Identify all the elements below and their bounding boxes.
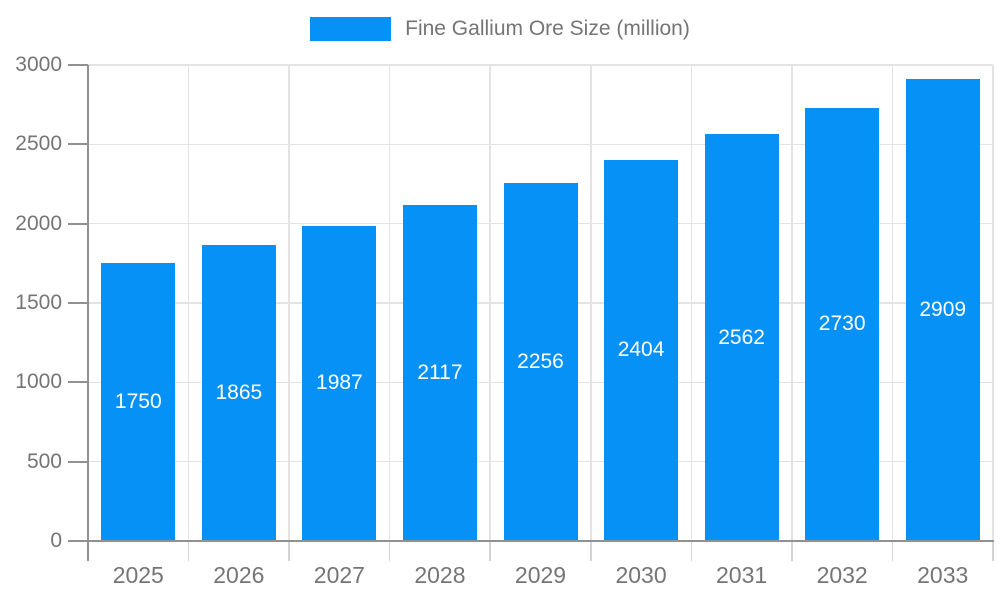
gridline-vertical bbox=[288, 65, 290, 541]
bar[interactable]: 1865 bbox=[201, 245, 276, 541]
legend-swatch-icon bbox=[310, 17, 392, 41]
bar-value-label: 2404 bbox=[617, 338, 665, 362]
x-axis-tick bbox=[489, 541, 491, 561]
gridline-horizontal bbox=[88, 143, 993, 146]
y-axis-tick bbox=[68, 64, 88, 66]
gridline-vertical bbox=[791, 65, 793, 541]
x-axis-category-label: 2029 bbox=[514, 562, 567, 588]
bar[interactable]: 1750 bbox=[101, 263, 176, 541]
x-axis-line bbox=[87, 540, 994, 542]
bar[interactable]: 2404 bbox=[604, 159, 679, 541]
x-axis-category-label: 2031 bbox=[716, 562, 768, 588]
y-axis-tick-label: 0 bbox=[50, 529, 62, 552]
bar[interactable]: 2909 bbox=[905, 79, 980, 541]
x-axis-category-label: 2033 bbox=[917, 562, 969, 588]
x-axis-category-label: 2030 bbox=[615, 562, 667, 588]
bar-value-label: 1750 bbox=[114, 390, 162, 414]
legend-label: Fine Gallium Ore Size (million) bbox=[405, 17, 690, 40]
plot-area: 1750 1865 1987 2117 2256 2404 2562 2730 2909 0 50… bbox=[15, 53, 994, 588]
x-axis-tick bbox=[791, 541, 793, 561]
x-axis-tick bbox=[388, 541, 391, 561]
bar-value-label: 2117 bbox=[417, 361, 463, 385]
bar[interactable]: 2562 bbox=[704, 134, 779, 541]
x-axis-category-label: 2026 bbox=[213, 562, 265, 588]
y-axis-tick-label: 3000 bbox=[15, 53, 62, 76]
bar[interactable]: 2256 bbox=[503, 183, 578, 541]
y-axis-line bbox=[87, 65, 89, 561]
x-axis-tick bbox=[187, 541, 190, 561]
gridline-vertical bbox=[992, 65, 994, 541]
gridline-vertical bbox=[590, 65, 592, 541]
bar[interactable]: 2117 bbox=[402, 205, 477, 541]
y-axis-tick bbox=[68, 460, 88, 463]
y-axis-tick-label: 1500 bbox=[15, 291, 62, 314]
y-axis-tick-label: 500 bbox=[26, 449, 62, 473]
x-axis-tick bbox=[891, 541, 894, 561]
bar[interactable]: 2730 bbox=[805, 107, 880, 541]
bar-value-label: 2730 bbox=[818, 312, 866, 336]
x-axis-category-label: 2032 bbox=[816, 562, 868, 588]
x-axis-tick bbox=[690, 541, 693, 561]
x-axis-category-label: 2025 bbox=[112, 562, 164, 588]
bar-value-label: 1865 bbox=[215, 381, 263, 405]
x-axis-category-label: 2027 bbox=[313, 562, 365, 588]
x-axis-tick bbox=[992, 541, 994, 561]
gridline-vertical bbox=[187, 65, 190, 541]
bar-value-label: 1987 bbox=[316, 371, 363, 395]
y-axis-tick bbox=[68, 540, 88, 542]
y-axis-tick bbox=[68, 143, 88, 146]
gridline-vertical bbox=[891, 65, 894, 541]
bar-value-label: 2256 bbox=[517, 350, 564, 374]
y-axis-tick-label: 2000 bbox=[15, 211, 62, 235]
gridline-vertical bbox=[388, 65, 391, 541]
bar-value-label: 2909 bbox=[919, 298, 967, 322]
x-axis-tick bbox=[590, 541, 592, 561]
gridline-vertical bbox=[690, 65, 693, 541]
gridline-vertical bbox=[489, 65, 491, 541]
bar[interactable]: 1987 bbox=[302, 225, 377, 541]
chart-legend[interactable]: Fine Gallium Ore Size (million) bbox=[0, 17, 1000, 41]
y-axis-tick bbox=[68, 381, 88, 384]
y-axis-tick-label: 1000 bbox=[15, 370, 62, 394]
bar-value-label: 2562 bbox=[718, 325, 765, 349]
y-axis-tick-label: 2500 bbox=[15, 132, 62, 156]
x-axis-category-label: 2028 bbox=[414, 562, 466, 588]
y-axis-tick bbox=[68, 222, 88, 225]
y-axis-tick bbox=[68, 302, 88, 304]
x-axis-tick bbox=[288, 541, 290, 561]
gridline-horizontal bbox=[88, 64, 993, 66]
